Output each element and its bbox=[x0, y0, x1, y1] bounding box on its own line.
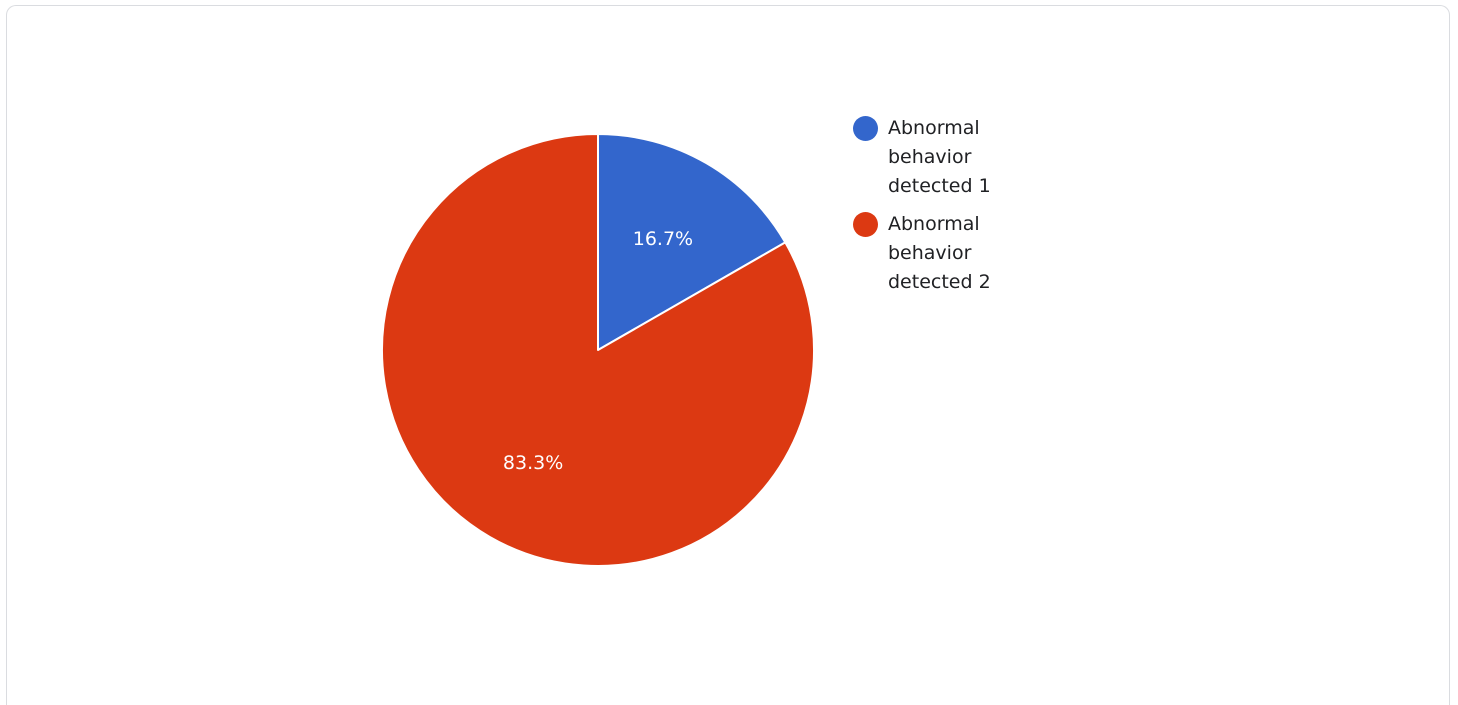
legend-label: Abnormal behavior detected 1 bbox=[888, 117, 991, 197]
chart-legend: Abnormal behavior detected 1 Abnormal be… bbox=[853, 114, 1028, 306]
pie-slice-2[interactable] bbox=[381, 133, 815, 567]
legend-label: Abnormal behavior detected 2 bbox=[888, 213, 991, 293]
legend-swatch-icon bbox=[853, 212, 878, 237]
pie-slice-1[interactable] bbox=[597, 133, 787, 351]
slice-percent-label-2: 83.3% bbox=[503, 452, 563, 474]
legend-item-abnormal-2[interactable]: Abnormal behavior detected 2 bbox=[853, 210, 1028, 297]
legend-swatch-icon bbox=[853, 116, 878, 141]
slice-percent-label-1: 16.7% bbox=[633, 228, 693, 250]
legend-item-abnormal-1[interactable]: Abnormal behavior detected 1 bbox=[853, 114, 1028, 201]
